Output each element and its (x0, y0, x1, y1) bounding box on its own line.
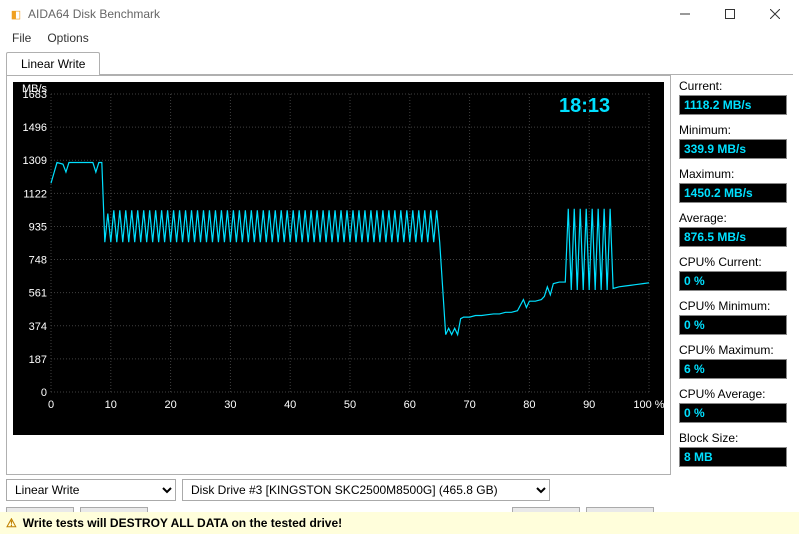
minimize-button[interactable] (662, 0, 707, 28)
stat-minimum: 339.9 MB/s (679, 139, 787, 159)
stat-cpu-maximum: 6 % (679, 359, 787, 379)
svg-text:374: 374 (29, 321, 47, 333)
stat-cpu-average: 0 % (679, 403, 787, 423)
svg-text:0: 0 (41, 387, 47, 399)
stat-current: 1118.2 MB/s (679, 95, 787, 115)
svg-text:1122: 1122 (23, 188, 47, 200)
menu-file[interactable]: File (4, 29, 39, 47)
stat-cpu-average-label: CPU% Average: (679, 387, 766, 401)
drive-select[interactable]: Disk Drive #3 [KINGSTON SKC2500M8500G] (… (182, 479, 550, 501)
svg-text:561: 561 (29, 288, 47, 300)
svg-text:40: 40 (284, 399, 296, 411)
svg-text:1496: 1496 (23, 122, 47, 134)
stat-cpu-current-label: CPU% Current: (679, 255, 762, 269)
svg-text:10: 10 (105, 399, 117, 411)
tab-linear-write[interactable]: Linear Write (6, 52, 100, 75)
svg-text:1309: 1309 (23, 155, 47, 167)
stat-average: 876.5 MB/s (679, 227, 787, 247)
menu-options[interactable]: Options (39, 29, 96, 47)
warning-icon: ⚠ (6, 516, 17, 530)
window-title: AIDA64 Disk Benchmark (28, 7, 662, 21)
menubar: File Options (0, 28, 799, 48)
stats-panel: Current: 1118.2 MB/s Minimum: 339.9 MB/s M… (679, 75, 793, 475)
svg-text:748: 748 (29, 255, 47, 267)
close-button[interactable] (752, 0, 797, 28)
svg-text:70: 70 (463, 399, 475, 411)
maximize-button[interactable] (707, 0, 752, 28)
svg-text:30: 30 (224, 399, 236, 411)
stat-minimum-label: Minimum: (679, 123, 731, 137)
tab-row: Linear Write (0, 48, 799, 75)
stat-maximum-label: Maximum: (679, 167, 734, 181)
svg-text:60: 60 (404, 399, 416, 411)
stat-block-size: 8 MB (679, 447, 787, 467)
svg-text:20: 20 (164, 399, 176, 411)
stat-cpu-minimum-label: CPU% Minimum: (679, 299, 770, 313)
chart-panel: 01873745617489351122130914961683MB/s0102… (6, 75, 671, 475)
svg-text:90: 90 (583, 399, 595, 411)
warning-bar: ⚠ Write tests will DESTROY ALL DATA on t… (0, 512, 799, 534)
svg-text:50: 50 (344, 399, 356, 411)
svg-text:18:13: 18:13 (559, 95, 610, 117)
stat-block-size-label: Block Size: (679, 431, 738, 445)
stat-cpu-minimum: 0 % (679, 315, 787, 335)
svg-text:100 %: 100 % (633, 399, 664, 411)
titlebar: ◧ AIDA64 Disk Benchmark (0, 0, 799, 28)
app-icon: ◧ (8, 6, 24, 22)
warning-text: Write tests will DESTROY ALL DATA on the… (23, 516, 342, 530)
test-select[interactable]: Linear Write (6, 479, 176, 501)
window-controls (662, 0, 797, 28)
svg-text:80: 80 (523, 399, 535, 411)
stat-maximum: 1450.2 MB/s (679, 183, 787, 203)
throughput-chart: 01873745617489351122130914961683MB/s0102… (13, 82, 664, 435)
stat-cpu-current: 0 % (679, 271, 787, 291)
svg-text:935: 935 (29, 221, 47, 233)
stat-average-label: Average: (679, 211, 727, 225)
svg-text:MB/s: MB/s (22, 83, 48, 95)
svg-text:0: 0 (48, 399, 54, 411)
stat-current-label: Current: (679, 79, 722, 93)
svg-text:187: 187 (29, 354, 47, 366)
controls-row: Linear Write Disk Drive #3 [KINGSTON SKC… (0, 475, 799, 505)
stat-cpu-maximum-label: CPU% Maximum: (679, 343, 774, 357)
